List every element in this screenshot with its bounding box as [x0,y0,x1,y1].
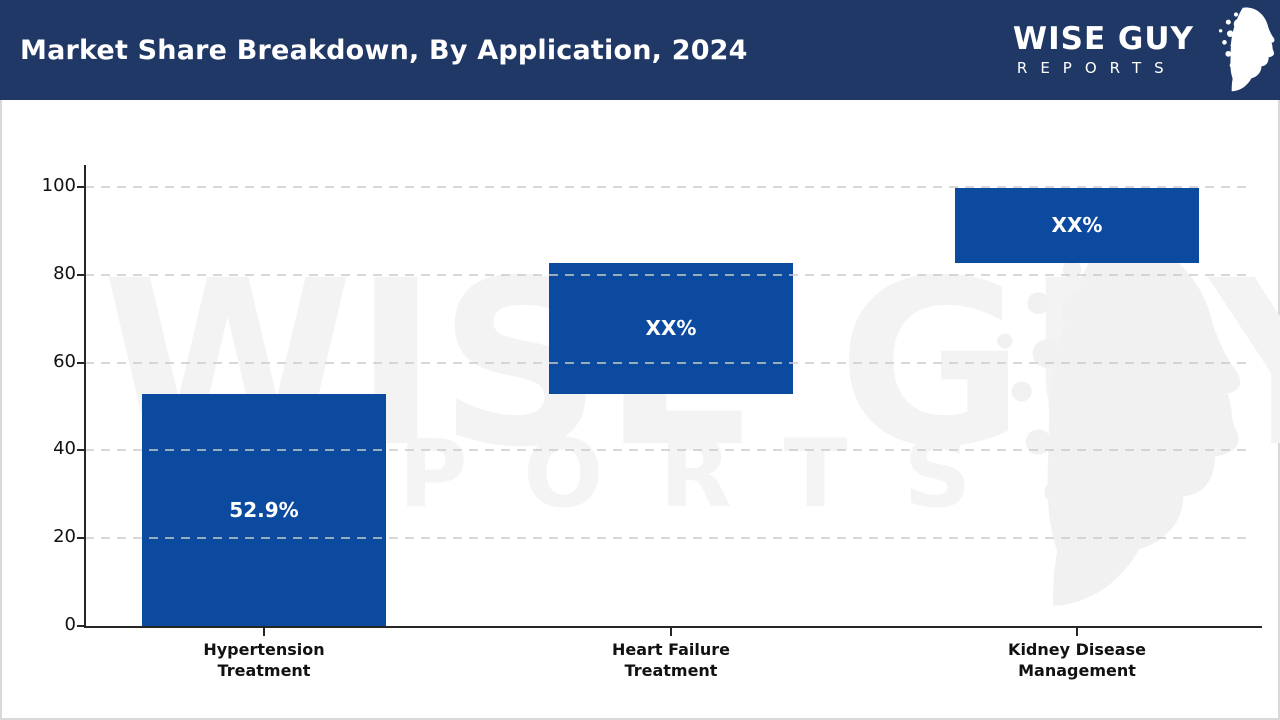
gridline [85,186,1252,188]
gridline [85,537,1252,540]
x-tick-mark [263,628,265,636]
gridline [85,273,1252,276]
gridline [85,449,1252,452]
y-tick-mark [77,449,85,452]
gridline [85,361,1252,364]
brand-logo-wordmark: WISE GUY [1012,21,1194,57]
y-tick-label: 0 [64,614,76,635]
x-category-label: Hypertension Treatment [203,640,325,680]
y-tick-label: 60 [53,350,76,372]
page-title: Market Share Breakdown, By Application, … [20,34,748,66]
bar: 52.9% [142,393,386,626]
y-tick-label: 80 [53,262,76,284]
y-tick-mark [77,273,85,276]
x-axis-line [84,626,1262,628]
y-tick-mark [77,625,85,627]
y-tick-label: 40 [53,438,76,460]
bar-value-label: 52.9% [229,497,299,522]
bar: XX% [549,262,793,394]
y-tick-mark [77,361,85,364]
y-tick-mark [77,186,85,188]
x-tick-mark [1076,628,1078,636]
x-category-label: Kidney Disease Management [1008,640,1146,680]
watermark-face-icon [997,238,1241,606]
y-axis-line [84,165,86,628]
bar: XX% [955,187,1199,263]
brand-logo: WISE GUY REPORTS [1013,24,1194,76]
brand-logo-subtitle: REPORTS [1016,59,1177,77]
x-tick-mark [670,628,672,636]
x-category-label: Heart Failure Treatment [611,640,731,680]
y-tick-label: 20 [53,526,76,548]
header-bar: Market Share Breakdown, By Application, … [0,0,1280,100]
bar-value-label: XX% [1051,213,1103,238]
logo-face-icon [1218,7,1275,92]
y-tick-mark [77,537,85,540]
bar-value-label: XX% [645,316,697,341]
y-tick-label: 100 [41,175,76,196]
